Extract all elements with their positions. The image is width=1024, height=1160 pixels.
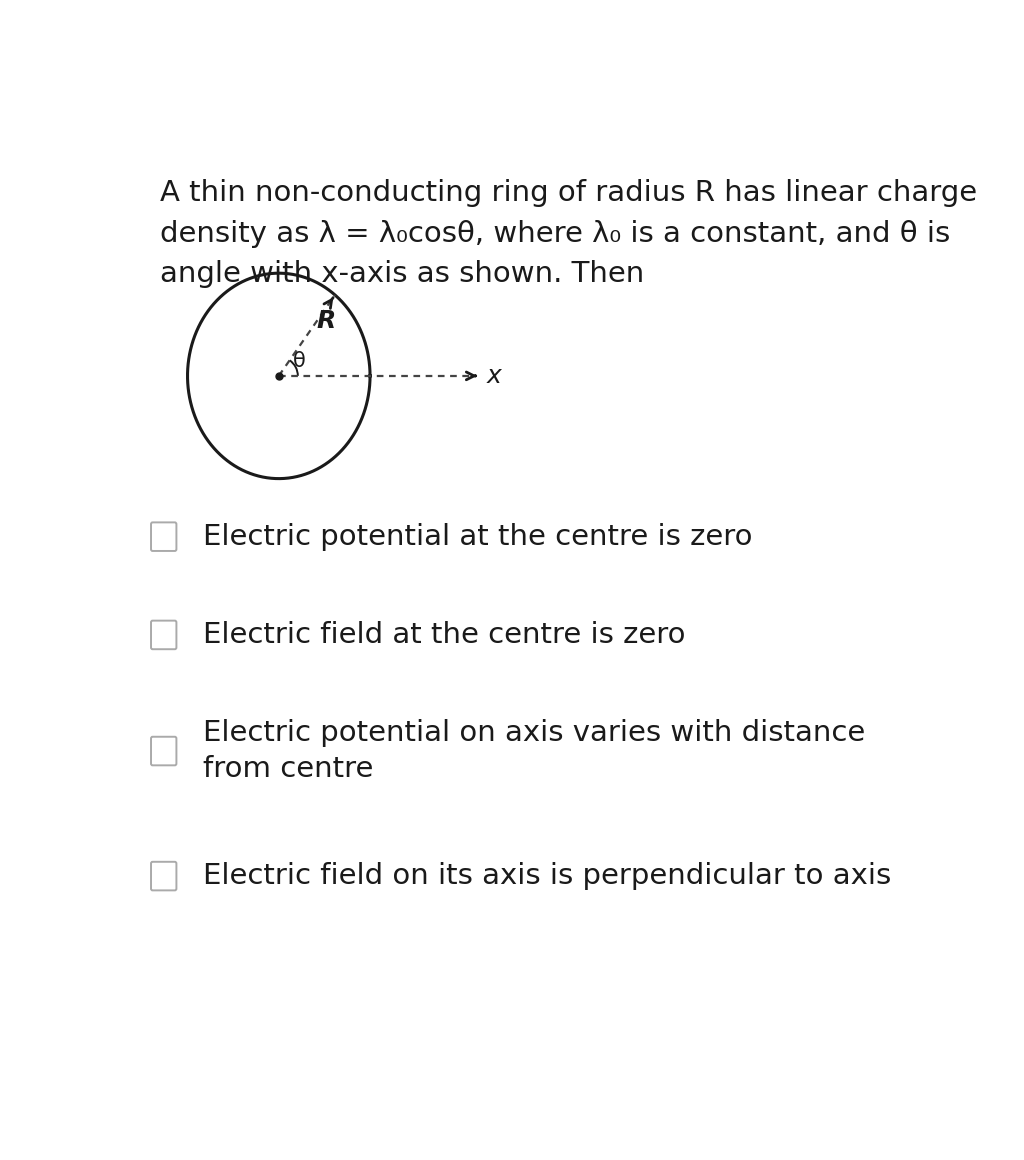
Text: x: x bbox=[486, 364, 502, 387]
Text: angle with x-axis as shown. Then: angle with x-axis as shown. Then bbox=[160, 260, 644, 288]
FancyBboxPatch shape bbox=[151, 522, 176, 551]
Text: R: R bbox=[316, 310, 336, 333]
Text: A thin non-conducting ring of radius R has linear charge: A thin non-conducting ring of radius R h… bbox=[160, 180, 977, 208]
Text: Electric field on its axis is perpendicular to axis: Electric field on its axis is perpendicu… bbox=[204, 862, 892, 890]
Text: Electric potential at the centre is zero: Electric potential at the centre is zero bbox=[204, 523, 753, 551]
Text: density as λ = λ₀cosθ, where λ₀ is a constant, and θ is: density as λ = λ₀cosθ, where λ₀ is a con… bbox=[160, 219, 950, 247]
Text: Electric potential on axis varies with distance
from centre: Electric potential on axis varies with d… bbox=[204, 719, 865, 783]
Text: Electric field at the centre is zero: Electric field at the centre is zero bbox=[204, 621, 686, 648]
FancyBboxPatch shape bbox=[151, 737, 176, 766]
FancyBboxPatch shape bbox=[151, 862, 176, 891]
Text: θ: θ bbox=[293, 350, 306, 370]
FancyBboxPatch shape bbox=[151, 621, 176, 650]
